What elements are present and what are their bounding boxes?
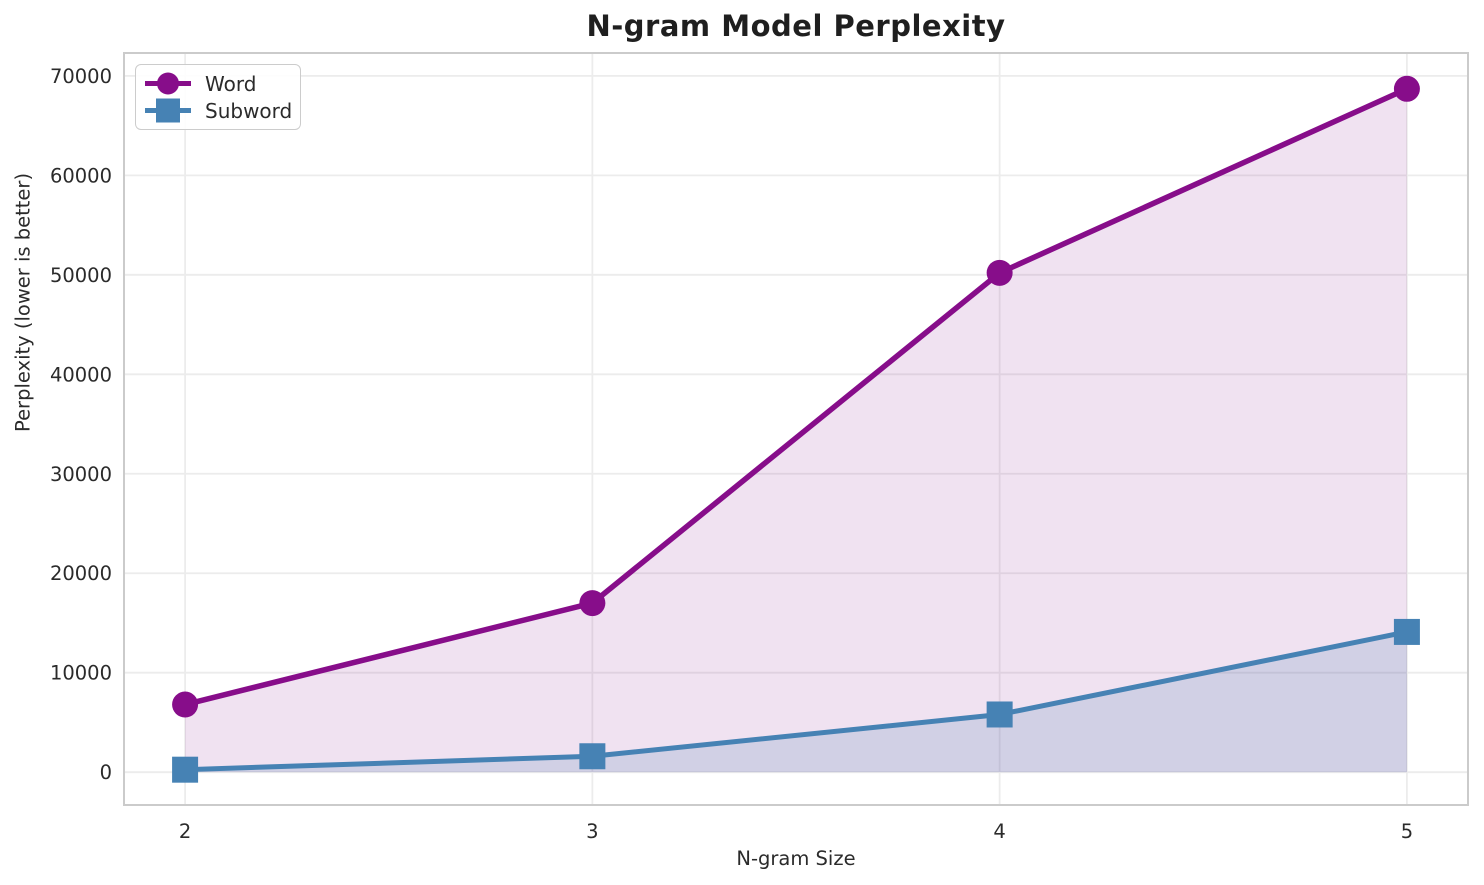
y-tick-label: 0 xyxy=(100,761,112,784)
word-marker-x4 xyxy=(986,259,1013,286)
y-tick-label: 70000 xyxy=(50,65,112,88)
subword-marker-x3 xyxy=(579,743,606,770)
y-tick-label: 50000 xyxy=(50,264,112,287)
legend: Word Subword xyxy=(135,64,301,130)
subword-marker-x5 xyxy=(1393,618,1420,645)
subword-legend-marker xyxy=(143,97,193,124)
x-tick-label: 4 xyxy=(993,820,1005,843)
x-tick-label: 3 xyxy=(586,820,598,843)
word-marker-x5 xyxy=(1393,75,1420,102)
y-tick-label: 30000 xyxy=(50,463,112,486)
word-marker-x2 xyxy=(172,691,199,718)
y-tick-label: 60000 xyxy=(50,164,112,187)
legend-item-subword: Subword xyxy=(143,97,293,124)
subword-legend-label: Subword xyxy=(205,98,293,123)
word-legend-label: Word xyxy=(205,71,257,96)
y-tick-label: 40000 xyxy=(50,363,112,386)
legend-item-word: Word xyxy=(143,70,290,97)
subword-series-line xyxy=(182,629,1410,773)
plot-border xyxy=(123,52,1469,806)
word-area-fill xyxy=(185,88,1407,773)
chart-title: N-gram Model Perplexity xyxy=(586,9,1006,43)
x-tick-label: 5 xyxy=(1401,820,1413,843)
x-axis-label: N-gram Size xyxy=(736,847,856,870)
subword-area-fill xyxy=(185,631,1407,773)
word-legend-sample-glyph xyxy=(145,72,191,95)
word-marker-x3 xyxy=(579,590,606,617)
word-series-line xyxy=(182,86,1410,708)
subword-marker-x2 xyxy=(172,756,199,783)
y-tick-label: 10000 xyxy=(50,662,112,685)
subword-marker-x4 xyxy=(986,701,1013,728)
y-tick-label: 20000 xyxy=(50,562,112,585)
subword-legend-sample-glyph xyxy=(145,98,191,123)
x-tick-label: 2 xyxy=(179,820,191,843)
word-legend-marker xyxy=(143,70,193,97)
